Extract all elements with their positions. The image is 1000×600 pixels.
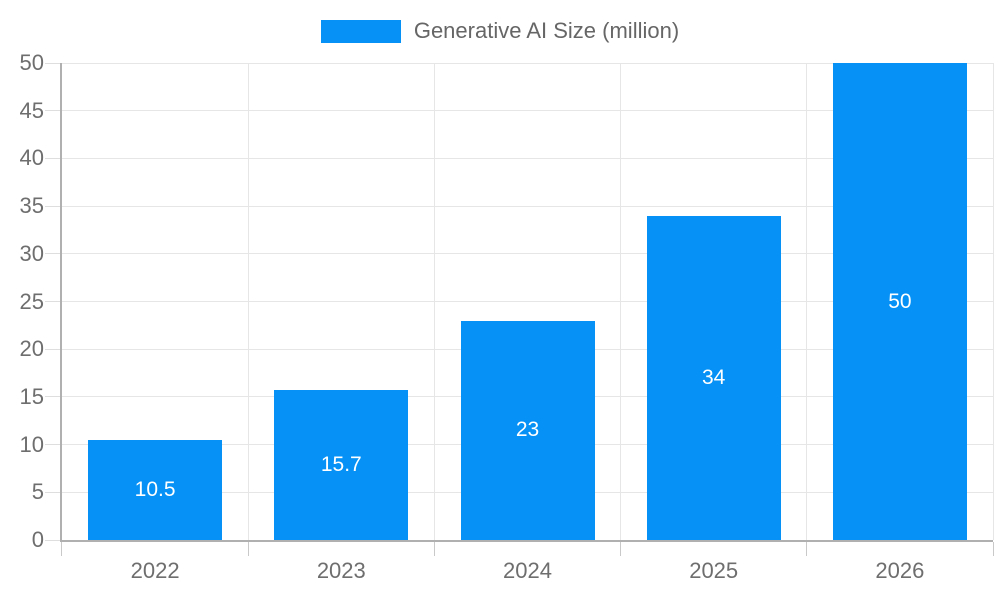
h-gridline [62,62,993,64]
y-axis-tick-label: 10 [19,431,44,457]
h-gridline [62,110,993,112]
v-gridline [992,63,994,540]
bar-2026: 50 [832,63,967,540]
y-axis-tick-label: 5 [31,479,44,505]
x-tick-mark [247,542,249,556]
y-axis-tick-label: 0 [31,527,44,552]
y-axis-tick-label: 35 [19,193,44,219]
x-tick-mark [433,542,435,556]
y-tick-mark [45,396,60,398]
y-axis-tick-label: 20 [19,336,44,362]
bar-value-label: 34 [702,365,726,389]
v-gridline [806,63,808,540]
bar-value-label: 10.5 [134,477,176,501]
bar-2025: 34 [646,215,781,540]
y-tick-mark [45,301,60,302]
y-tick-mark [45,444,60,446]
bar-2024: 23 [460,320,595,540]
x-axis-tick-label: 2023 [316,558,366,583]
h-gridline [62,205,993,207]
legend-label: Generative AI Size (million) [413,18,680,43]
h-gridline [62,253,993,255]
y-axis-tick-label: 30 [19,240,44,266]
x-axis-tick-label: 2025 [689,558,739,583]
bar-value-label: 23 [515,418,540,442]
y-tick-mark [45,348,60,350]
y-tick-mark [45,253,60,255]
y-tick-mark [45,110,60,112]
h-gridline [62,157,993,159]
h-gridline [62,301,993,302]
y-tick-mark [45,491,60,493]
legend-color-swatch [320,19,401,43]
x-tick-mark [806,542,808,556]
y-axis-tick-label: 25 [19,288,44,314]
v-gridline [620,63,622,540]
x-axis-tick-label: 2022 [130,558,180,583]
v-gridline [433,63,435,540]
y-tick-mark [45,539,60,541]
x-axis-tick-label: 2024 [503,558,552,583]
y-tick-mark [45,62,60,64]
y-axis-tick-label: 15 [19,383,44,409]
x-tick-mark [992,542,994,556]
bar-2023: 15.7 [274,390,409,540]
y-axis-tick-label: 40 [19,145,44,171]
y-tick-mark [45,205,60,207]
x-axis-tick-label: 2026 [875,558,925,583]
x-tick-mark [620,542,622,556]
y-axis-tick-label: 45 [19,97,44,123]
bar-value-label: 50 [888,289,912,313]
x-tick-mark [60,542,62,556]
v-gridline [247,63,249,540]
plot-area: 10.5 15.7 23 34 50 [45,62,994,556]
y-tick-mark [45,157,60,159]
bar-value-label: 15.7 [320,453,362,477]
bar-2022: 10.5 [88,439,223,540]
chart-legend: Generative AI Size (million) [0,18,1000,44]
y-axis-tick-label: 50 [19,50,44,75]
